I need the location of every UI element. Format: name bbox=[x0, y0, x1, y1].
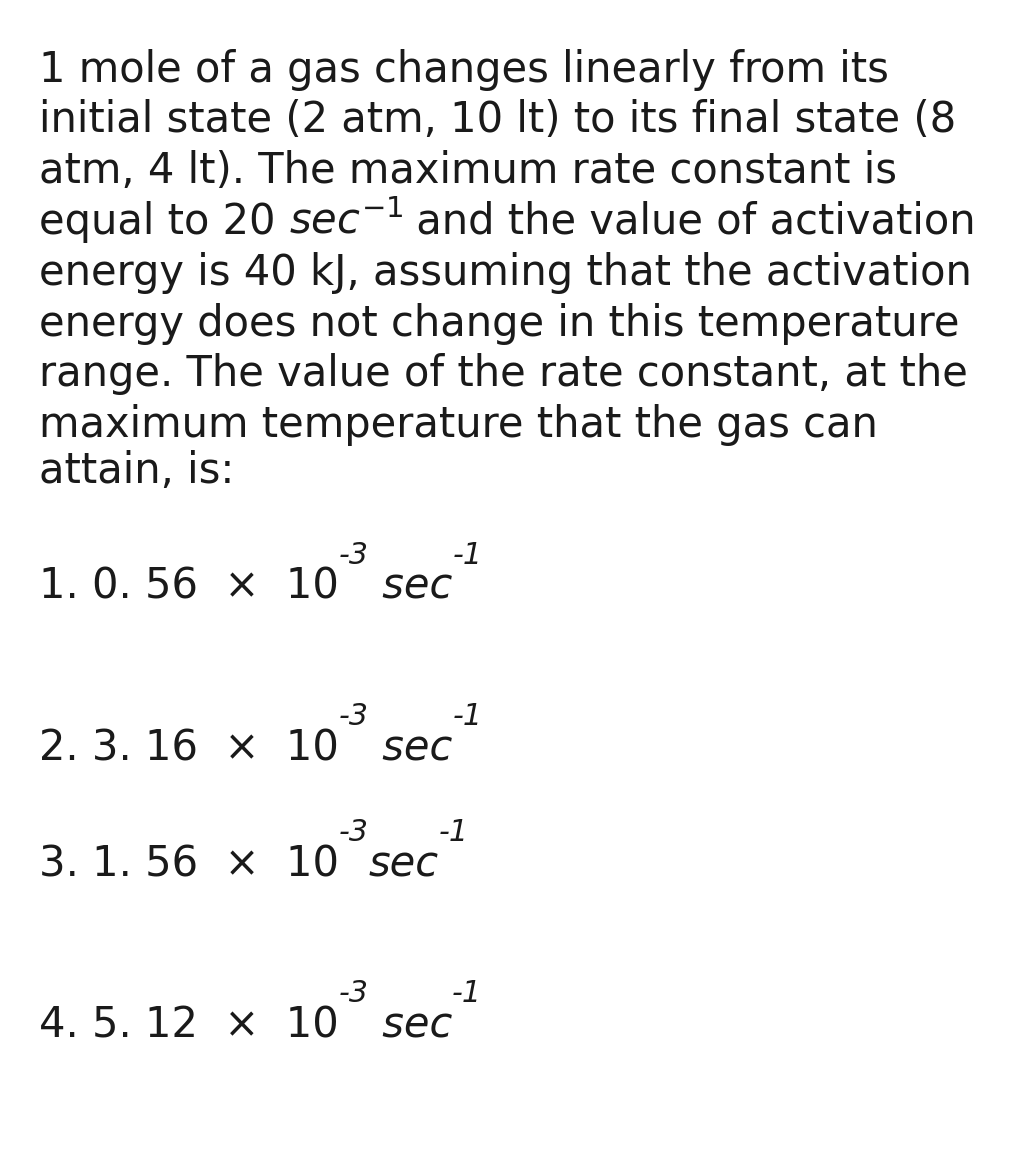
Text: atm, 4 lt). The maximum rate constant is: atm, 4 lt). The maximum rate constant is bbox=[39, 150, 897, 192]
Text: range. The value of the rate constant, at the: range. The value of the rate constant, a… bbox=[39, 353, 968, 395]
Text: 1. 0. 56  ×  10: 1. 0. 56 × 10 bbox=[39, 566, 339, 608]
Text: sec: sec bbox=[369, 566, 453, 608]
Text: initial state (2 atm, 10 lt) to its final state (8: initial state (2 atm, 10 lt) to its fina… bbox=[39, 99, 956, 141]
Text: -3: -3 bbox=[339, 702, 369, 731]
Text: 2. 3. 16  ×  10: 2. 3. 16 × 10 bbox=[39, 728, 339, 769]
Text: sec: sec bbox=[369, 1005, 452, 1046]
Text: -3: -3 bbox=[339, 818, 369, 847]
Text: 4. 5. 12  ×  10: 4. 5. 12 × 10 bbox=[39, 1005, 339, 1046]
Text: and the value of activation: and the value of activation bbox=[403, 201, 976, 243]
Text: $\mathit{sec}^{-1}$: $\mathit{sec}^{-1}$ bbox=[289, 201, 403, 243]
Text: equal to 20: equal to 20 bbox=[39, 201, 289, 243]
Text: attain, is:: attain, is: bbox=[39, 450, 234, 492]
Text: sec: sec bbox=[369, 728, 453, 769]
Text: 1 mole of a gas changes linearly from its: 1 mole of a gas changes linearly from it… bbox=[39, 49, 889, 90]
Text: -3: -3 bbox=[339, 979, 369, 1008]
Text: energy does not change in this temperature: energy does not change in this temperatu… bbox=[39, 303, 959, 344]
Text: -1: -1 bbox=[439, 818, 469, 847]
Text: -1: -1 bbox=[453, 702, 482, 731]
Text: -1: -1 bbox=[452, 979, 482, 1008]
Text: energy is 40 kJ, assuming that the activation: energy is 40 kJ, assuming that the activ… bbox=[39, 252, 972, 293]
Text: maximum temperature that the gas can: maximum temperature that the gas can bbox=[39, 404, 878, 446]
Text: sec: sec bbox=[369, 843, 439, 885]
Text: -1: -1 bbox=[453, 541, 482, 569]
Text: -3: -3 bbox=[339, 541, 369, 569]
Text: 3. 1. 56  ×  10: 3. 1. 56 × 10 bbox=[39, 843, 339, 885]
